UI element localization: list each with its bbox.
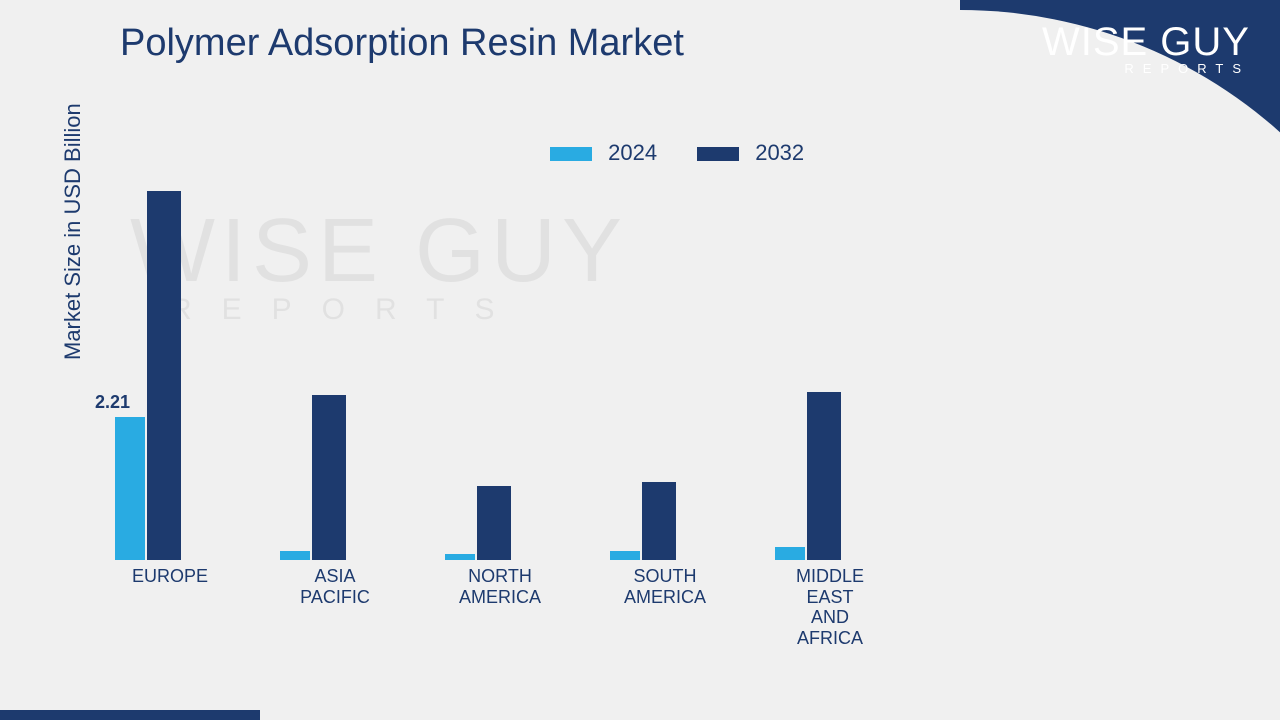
legend: 2024 2032 [550, 140, 804, 166]
x-axis-label: SOUTH AMERICA [577, 566, 753, 607]
bar-2024 [115, 417, 145, 560]
bottom-accent-bar [0, 710, 260, 720]
legend-item-2032: 2032 [697, 140, 804, 166]
x-axis-label: NORTH AMERICA [412, 566, 588, 607]
bar-2032 [642, 482, 676, 560]
bar-2032 [147, 191, 181, 560]
bar-2032 [477, 486, 511, 560]
y-axis-label: Market Size in USD Billion [60, 103, 86, 360]
legend-label-2024: 2024 [608, 140, 657, 165]
legend-swatch-2032 [697, 147, 739, 161]
chart-title: Polymer Adsorption Resin Market [120, 22, 684, 65]
bar-2024 [610, 551, 640, 560]
legend-item-2024: 2024 [550, 140, 657, 166]
legend-swatch-2024 [550, 147, 592, 161]
chart-plot: 2.21EUROPEASIA PACIFICNORTH AMERICASOUTH… [115, 185, 935, 560]
bar-2024 [775, 547, 805, 560]
x-axis-label: EUROPE [82, 566, 258, 587]
bar-2032 [312, 395, 346, 560]
brand-logo: WISE GUY REPORTS [1042, 20, 1250, 76]
stage: WISE GUY REPORTS Polymer Adsorption Resi… [0, 0, 1280, 720]
x-axis-label: MIDDLE EAST AND AFRICA [742, 566, 918, 649]
bar-2024 [280, 551, 310, 560]
bar-value-label: 2.21 [95, 392, 130, 413]
bar-2032 [807, 392, 841, 560]
bar-2024 [445, 554, 475, 560]
legend-label-2032: 2032 [755, 140, 804, 165]
x-axis-label: ASIA PACIFIC [247, 566, 423, 607]
brand-name: WISE GUY [1042, 20, 1250, 64]
